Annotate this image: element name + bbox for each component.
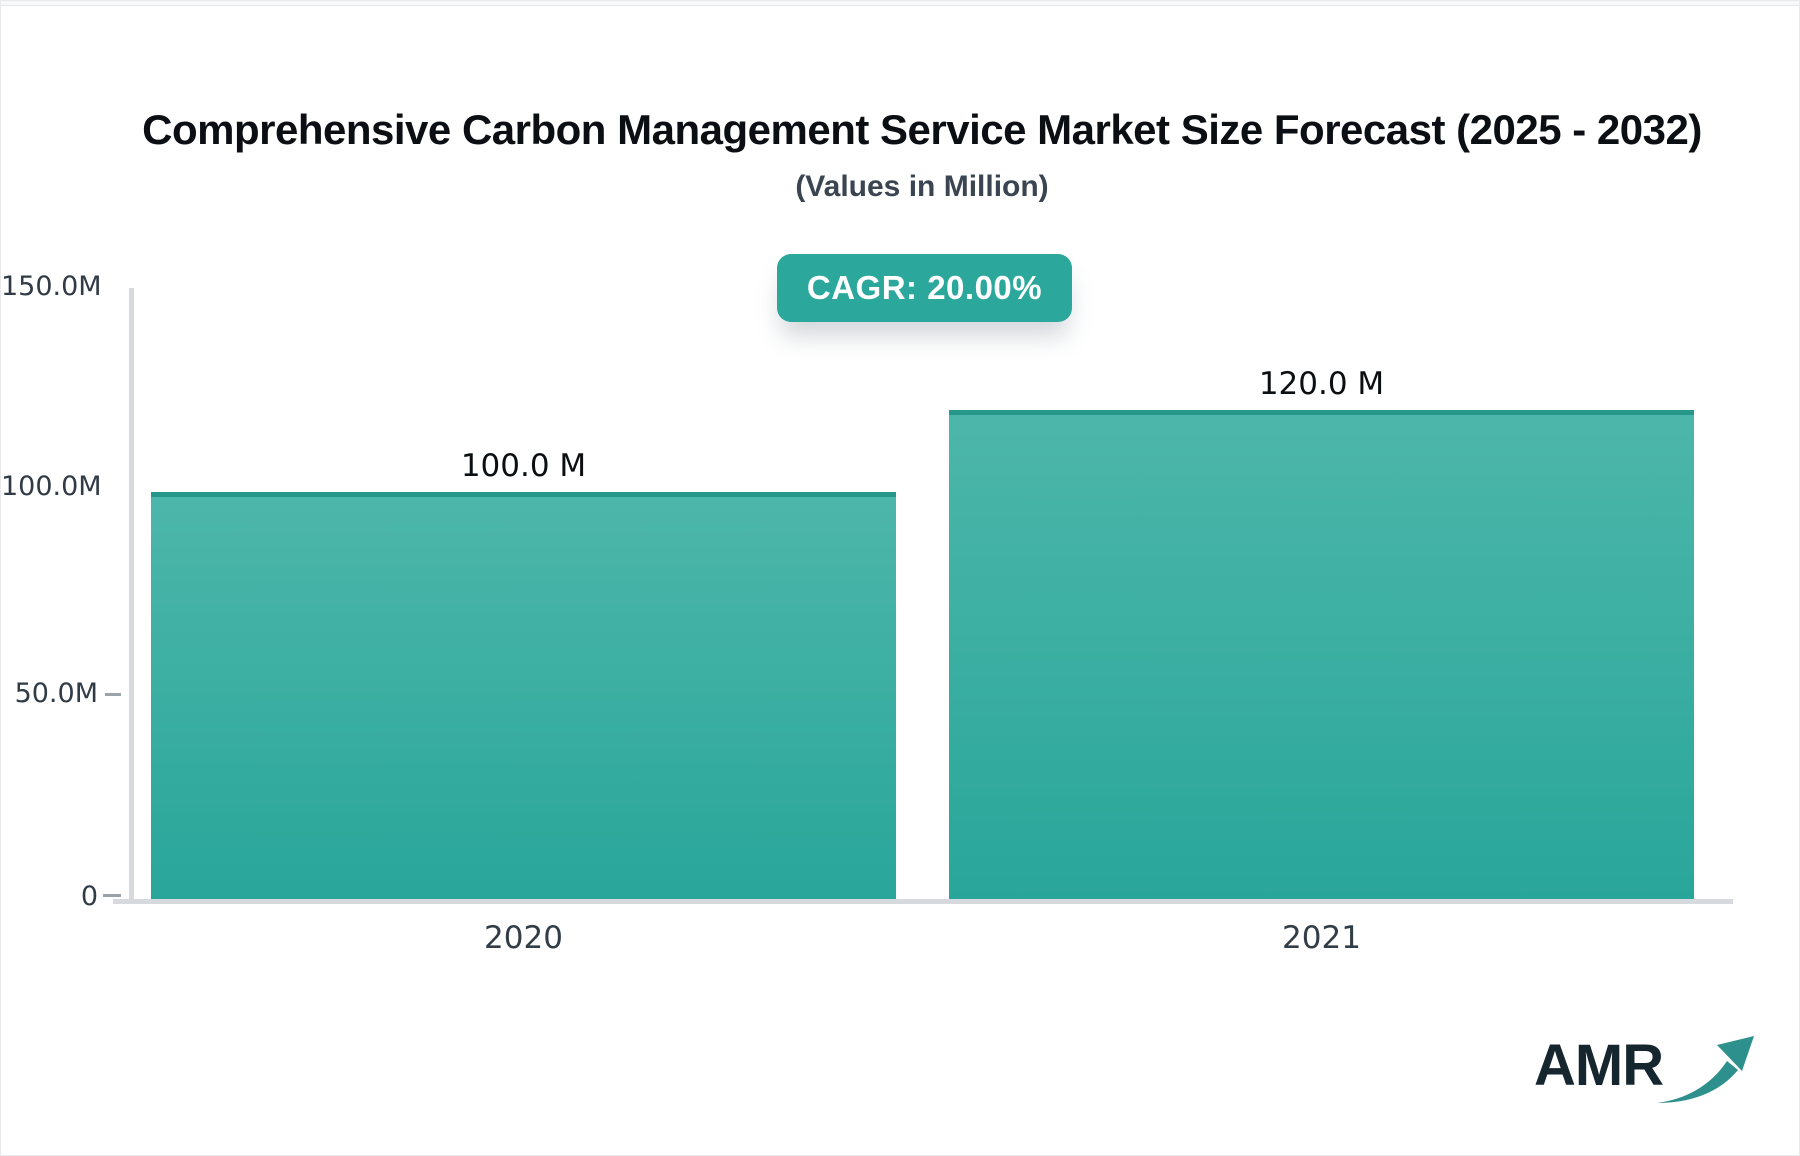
x-axis-line [113,899,1733,904]
amr-logo-text: AMR [1534,1033,1664,1098]
cagr-badge-label: CAGR: 20.00% [806,269,1043,306]
x-tick-label-2021: 2021 [1282,920,1361,956]
trend-up-arrow-icon [1657,1036,1755,1103]
bar-value-label: 120.0 M [1258,366,1385,402]
y-tick-label-100m: 100.0M [1,471,102,502]
y-tick-label-150m: 150.0M [1,271,102,302]
y-tick-mark-50m [105,693,121,696]
bar-value-label: 100.0 M [460,448,587,484]
x-tick-label-2020: 2020 [484,920,563,956]
chart-subtitle: (Values in Million) [795,170,1049,203]
chart-header: Comprehensive Carbon Management Service … [45,105,1799,205]
y-tick-mark-0 [103,894,121,897]
cagr-badge: CAGR: 20.00% [777,254,1072,322]
y-axis-line [129,288,134,904]
bar-2020[interactable] [151,492,896,899]
chart-title: Comprehensive Carbon Management Service … [142,106,1702,153]
bar-group-2020: 100.0 M [151,251,896,899]
y-tick-label-50m: 50.0M [14,678,98,709]
bar-group-2021: 120.0 M [949,251,1694,899]
bar-2021[interactable] [949,410,1694,899]
y-tick-label-0: 0 [80,881,98,912]
amr-logo: AMR [1534,1031,1757,1107]
